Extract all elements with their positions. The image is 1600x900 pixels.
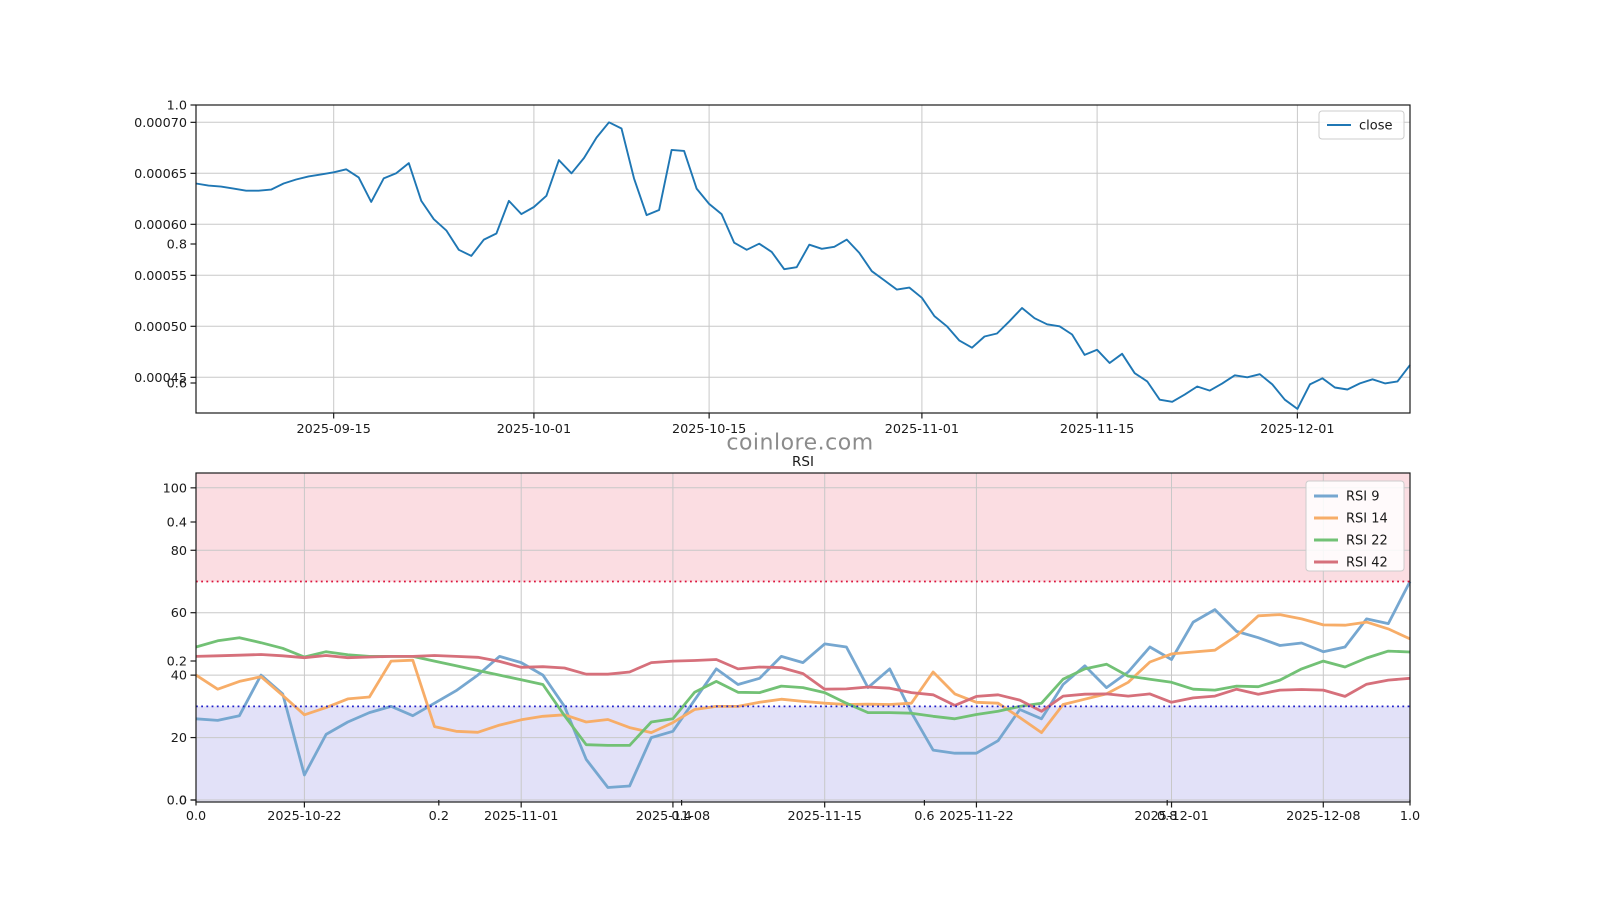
x-tick-label: 2025-10-01 [497,422,571,437]
overlay-y-tick-label: 0.6 [167,377,187,392]
overlay-x-tick-label: 0.2 [429,809,449,824]
legend-label-rsi-22: RSI 22 [1346,534,1388,549]
rsi-plot-border [195,472,1411,803]
overlay-x-tick-label: 0.0 [186,809,206,824]
price-plot-border [195,104,1411,414]
y-tick-label: 0.00065 [134,167,187,182]
x-tick-label: 2025-12-01 [1134,809,1208,824]
legend-label-close: close [1359,119,1392,134]
x-tick-label: 2025-11-15 [787,809,861,824]
overlay-x-tick-label: 1.0 [1400,809,1420,824]
y-tick-label: 0.00070 [134,116,187,131]
overlay-y-tick-label: 1.0 [167,99,187,114]
y-tick-label: 80 [171,544,187,559]
overlay-y-tick-label: 0.0 [167,794,187,809]
y-tick-label: 0.00055 [134,269,187,284]
band-oversold [196,706,1410,802]
rsi-chart: 2025-10-22 2025-11-01 2025-11-08 2025-11-15… [163,472,1412,824]
price-axis-ticks [190,121,1298,419]
x-tick-label: 2025-10-22 [267,809,341,824]
price-axis-labels: 2025-09-15 2025-10-01 2025-10-15 2025-11-01… [134,116,1334,437]
price-chart: 2025-09-15 2025-10-01 2025-10-15 2025-11-01… [134,104,1411,437]
legend-box [1318,110,1405,140]
rsi-42-line [195,653,1411,713]
overlay-y-tick-label: 0.8 [167,238,187,253]
x-tick-label: 2025-12-01 [1260,422,1334,437]
x-tick-label: 2025-11-01 [484,809,558,824]
rsi-title: RSI [792,454,814,470]
x-tick-label: 2025-11-08 [636,809,710,824]
rsi-14-line [195,613,1411,734]
overlay-x-tick-label: 0.4 [671,809,691,824]
overlay-y-tick-label: 0.2 [167,655,187,670]
legend-label-rsi-14: RSI 14 [1346,512,1388,527]
y-tick-label: 0.00050 [134,320,187,335]
price-legend: close [1318,110,1405,140]
x-tick-label: 2025-11-15 [1060,422,1134,437]
overlay-y-tick-label: 0.4 [167,516,187,531]
overlay-axis: 0.0 0.2 0.4 0.6 0.8 1.0 1.0 0.8 0.6 0.4 0.2 0.0 [167,99,1421,825]
y-tick-label: 100 [163,481,187,496]
overlay-ticks [190,104,1411,806]
legend-label-rsi-9: RSI 9 [1346,490,1380,505]
price-grid [196,105,1410,413]
x-tick-label: 2025-09-15 [296,422,370,437]
legend-box [1305,480,1405,572]
legend-label-rsi-42: RSI 42 [1346,556,1388,571]
x-tick-label: 2025-12-08 [1286,809,1360,824]
overlay-x-tick-label: 0.8 [1157,809,1177,824]
y-tick-label: 20 [171,731,187,746]
y-tick-label: 0.00045 [134,371,187,386]
band-overbought [196,473,1410,582]
y-tick-label: 0 [179,794,187,809]
rsi-9-line [195,580,1412,789]
rsi-axis-labels: 2025-10-22 2025-11-01 2025-11-08 2025-11-15… [163,481,1361,824]
y-tick-label: 40 [171,669,187,684]
watermark: coinlore.com [726,430,874,456]
x-tick-label: 2025-11-01 [885,422,959,437]
x-tick-label: 2025-10-15 [672,422,746,437]
x-tick-label: 2025-11-22 [939,809,1013,824]
y-tick-label: 0.00060 [134,218,187,233]
overlay-x-tick-label: 0.6 [914,809,934,824]
close-line [195,121,1411,410]
y-tick-label: 60 [171,606,187,621]
rsi-legend: RSI 9 RSI 14 RSI 22 RSI 42 [1305,480,1405,572]
